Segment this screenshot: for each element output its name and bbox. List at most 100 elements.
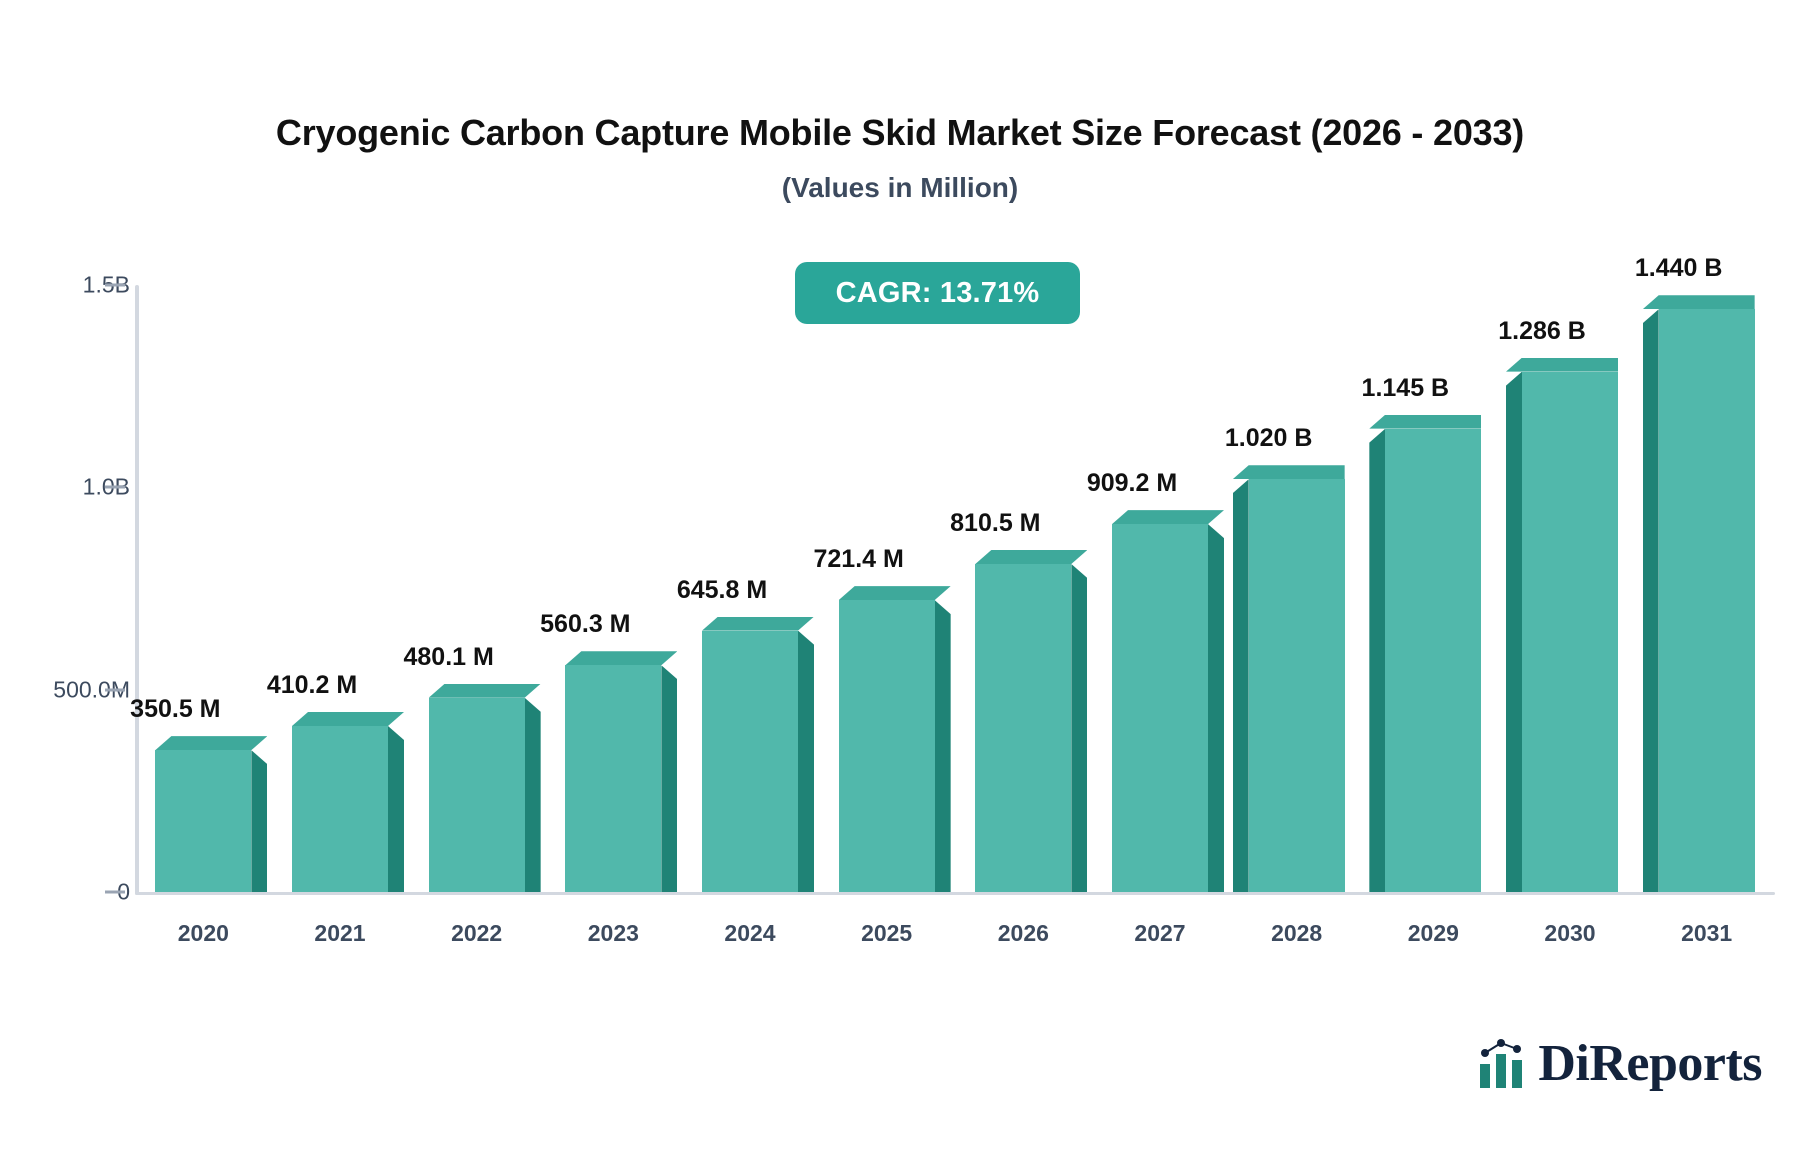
bar-face xyxy=(428,697,525,892)
x-tick-2022: 2022 xyxy=(451,920,503,946)
y-tick-mark xyxy=(105,688,125,692)
bar-value-label: 1.286 B xyxy=(1498,316,1586,345)
bar-top xyxy=(155,736,267,750)
bar-face xyxy=(155,750,252,892)
bar-face xyxy=(1658,309,1755,892)
bar-face xyxy=(1248,479,1345,892)
bar-2026 xyxy=(975,564,1088,892)
bar-top xyxy=(565,651,677,665)
cagr-badge-label: CAGR: 13.71% xyxy=(835,276,1040,309)
bar-side xyxy=(798,630,814,892)
x-tick-2024: 2024 xyxy=(724,920,776,946)
bar-value-label: 1.440 B xyxy=(1634,254,1723,283)
bar-2028 xyxy=(1232,465,1345,892)
bar-top xyxy=(839,586,951,600)
bar-face xyxy=(292,726,388,892)
bar-side xyxy=(661,665,678,892)
cagr-badge: CAGR: 13.71% xyxy=(795,262,1080,324)
bar-2029 xyxy=(1369,414,1482,892)
bar-2022 xyxy=(428,697,541,892)
bar-body xyxy=(1506,357,1618,892)
chart-title: Cryogenic Carbon Capture Mobile Skid Mar… xyxy=(275,112,1525,153)
bar-top xyxy=(702,617,814,631)
bar-face xyxy=(838,600,935,892)
bar-face xyxy=(1112,524,1208,892)
bar-body xyxy=(702,630,814,892)
plot-area: 350.5 M 410.2 M 480.1 M 560.3 M 645.8 M 721.4… xyxy=(53,254,1775,905)
bar-top xyxy=(1506,357,1618,372)
bar-face xyxy=(975,564,1072,892)
bar-side xyxy=(1208,524,1224,892)
x-tick-2027: 2027 xyxy=(1134,920,1186,946)
x-tick-2026: 2026 xyxy=(997,920,1049,946)
x-tick-2023: 2023 xyxy=(587,920,639,946)
y-tick-mark xyxy=(105,485,125,489)
bar-side xyxy=(388,726,404,892)
x-tick-2030: 2030 xyxy=(1544,920,1596,946)
bar-value-label: 909.2 M xyxy=(1086,469,1178,498)
bar-side xyxy=(1506,371,1522,892)
x-tick-2021: 2021 xyxy=(314,920,366,946)
x-tick-2031: 2031 xyxy=(1681,920,1733,946)
bar-top xyxy=(1369,414,1482,429)
y-tick-mark xyxy=(105,283,125,287)
bar-side xyxy=(251,750,268,892)
bar-2027 xyxy=(1112,524,1224,892)
bar-body xyxy=(1232,465,1345,892)
bar-series: 350.5 M 410.2 M 480.1 M 560.3 M 645.8 M 721.4… xyxy=(130,254,1775,892)
bar-side xyxy=(1642,309,1659,892)
bar-2021 xyxy=(292,726,404,892)
bar-body xyxy=(1369,414,1482,892)
bar-side xyxy=(1071,564,1088,892)
bar-top xyxy=(292,712,404,726)
x-tick-2020: 2020 xyxy=(177,920,229,946)
bar-value-label: 480.1 M xyxy=(403,642,494,671)
bar-side xyxy=(1232,479,1249,892)
x-tick-2029: 2029 xyxy=(1407,920,1459,946)
bar-body xyxy=(155,750,268,892)
bar-value-label: 560.3 M xyxy=(540,610,631,639)
bar-2030 xyxy=(1506,357,1618,892)
bar-face xyxy=(1522,371,1618,892)
bar-2025 xyxy=(838,600,951,892)
bar-body xyxy=(1112,524,1224,892)
chart-subtitle: (Values in Million) xyxy=(781,172,1019,203)
bar-chart-icon xyxy=(1476,1038,1532,1090)
logo-wordmark: DiReports xyxy=(1538,1035,1762,1093)
bar-face xyxy=(1385,428,1482,892)
bar-value-label: 1.020 B xyxy=(1224,424,1313,453)
x-axis-line xyxy=(135,892,1775,895)
bar-2024 xyxy=(702,630,814,892)
bar-top xyxy=(429,684,541,698)
bar-2023 xyxy=(565,665,678,892)
bar-value-label: 645.8 M xyxy=(676,575,768,604)
bar-side xyxy=(524,697,541,892)
bar-body xyxy=(1642,295,1755,892)
bar-side xyxy=(1369,428,1386,892)
direports-logo: DiReports xyxy=(1476,1038,1762,1090)
bar-body xyxy=(565,665,678,892)
bar-body xyxy=(975,564,1088,892)
bar-side xyxy=(934,600,951,892)
x-tick-2028: 2028 xyxy=(1271,920,1323,946)
bar-top xyxy=(1642,295,1755,310)
bar-body xyxy=(428,697,541,892)
bar-top xyxy=(1112,510,1224,524)
y-tick-mark xyxy=(105,890,125,894)
bar-body xyxy=(838,600,951,892)
bar-2031 xyxy=(1642,295,1755,892)
bar-face xyxy=(565,665,662,892)
bar-value-label: 410.2 M xyxy=(266,671,358,700)
bar-top xyxy=(1232,465,1345,480)
bar-value-label: 810.5 M xyxy=(950,509,1041,538)
bar-value-label: 721.4 M xyxy=(813,545,904,574)
bar-body xyxy=(292,726,404,892)
y-axis-line xyxy=(135,285,139,895)
bar-value-label: 350.5 M xyxy=(130,695,221,724)
bar-face xyxy=(702,630,798,892)
bar-2020 xyxy=(155,750,268,892)
x-tick-2025: 2025 xyxy=(861,920,913,946)
bar-value-label: 1.145 B xyxy=(1361,373,1450,402)
bar-top xyxy=(975,550,1087,564)
